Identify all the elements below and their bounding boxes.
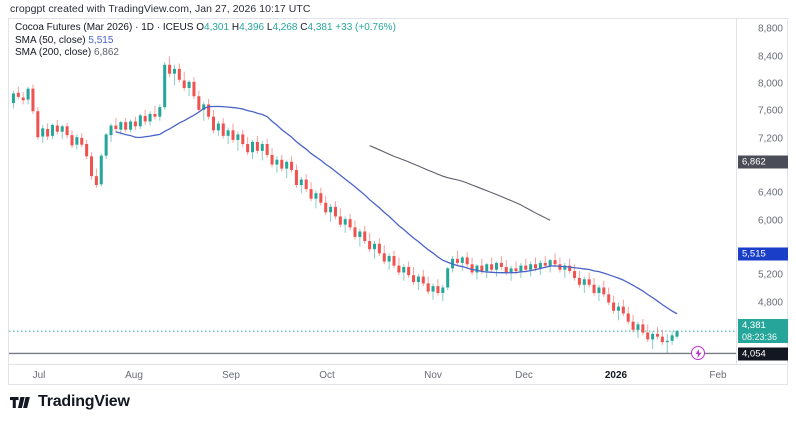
- time-tick-sep: Sep: [222, 370, 240, 381]
- last-price-badge-countdown: 08:23:36: [742, 331, 778, 342]
- price-tick-8400: 8,400: [757, 51, 783, 63]
- horizontal-reference-lines: [9, 330, 736, 355]
- price-tick-8000: 8,000: [757, 78, 783, 90]
- time-tick-feb: Feb: [709, 370, 727, 381]
- time-tick-dec: Dec: [515, 370, 533, 381]
- sma200-price-badge[interactable]: 6,862: [738, 155, 788, 169]
- price-tick-6400: 6,400: [757, 187, 783, 199]
- time-tick-aug: Aug: [125, 370, 143, 381]
- previous-close-badge[interactable]: 4,054: [738, 347, 788, 360]
- time-tick-oct: Oct: [319, 370, 335, 381]
- price-axis[interactable]: 8,800 8,400 8,000 7,600 7,200 6,400 6,000 5,200…: [736, 19, 788, 364]
- attribution-text: cropgpt created with TradingView.com, Ja…: [10, 3, 311, 15]
- previous-close-badge-text: 4,054: [742, 348, 766, 359]
- sma50-price-badge-text: 5,515: [742, 248, 766, 260]
- tradingview-wordmark: TradingView: [38, 393, 130, 410]
- sma-50-line: [115, 105, 678, 315]
- sma50-price-badge[interactable]: 5,515: [738, 247, 788, 261]
- time-tick-nov: Nov: [424, 370, 442, 381]
- price-tick-8800: 8,800: [757, 23, 783, 35]
- time-tick-jul: Jul: [32, 370, 46, 381]
- tradingview-mark-icon: [10, 396, 30, 408]
- time-tick-2026: 2026: [604, 370, 628, 381]
- chart-frame: 8,800 8,400 8,000 7,600 7,200 6,400 6,000 5,200…: [8, 18, 788, 385]
- last-price-badge[interactable]: 4,381 08:23:36: [738, 319, 788, 344]
- sma200-price-badge-text: 6,862: [742, 156, 766, 168]
- tradingview-logo[interactable]: TradingView: [10, 393, 130, 411]
- price-tick-7200: 7,200: [757, 133, 783, 145]
- sma-200-line: [369, 145, 551, 221]
- chart-plot-area[interactable]: [9, 19, 736, 364]
- price-tick-6000: 6,000: [757, 215, 783, 226]
- candlestick-series: [11, 56, 679, 354]
- earnings-lightning-icon[interactable]: [691, 346, 705, 360]
- price-tick-4800: 4,800: [757, 297, 783, 308]
- candlestick-canvas: [9, 56, 736, 355]
- time-axis[interactable]: Jul Aug Sep Oct Nov Dec 2026 Feb: [9, 364, 788, 385]
- last-price-badge-text: 4,381: [742, 320, 766, 332]
- price-tick-7600: 7,600: [757, 105, 783, 117]
- price-tick-5200: 5,200: [757, 269, 783, 281]
